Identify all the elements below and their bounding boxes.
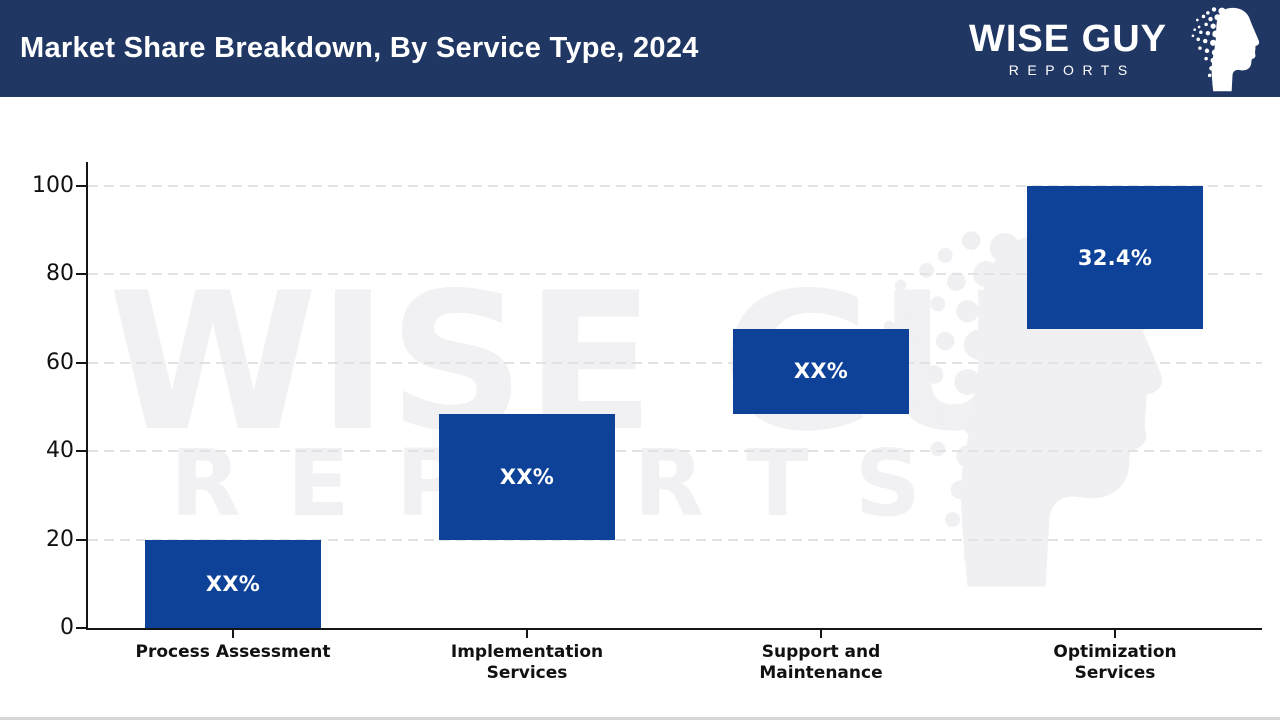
y-axis-tick-mark xyxy=(76,185,86,187)
bar-value-label: XX% xyxy=(499,464,555,489)
bar-value-label: XX% xyxy=(793,359,849,384)
bar-value-label: XX% xyxy=(205,571,261,596)
bar-value-label: 32.4% xyxy=(1077,245,1153,270)
y-axis-tick-mark xyxy=(76,273,86,276)
gridline xyxy=(88,185,1262,187)
y-axis-tick-label: 60 xyxy=(46,349,74,375)
brand-logo: WISE GUY REPORTS xyxy=(969,5,1268,93)
bar-4: 32.4% xyxy=(1027,186,1203,330)
y-axis-tick-label: 0 xyxy=(60,615,74,640)
page-title: Market Share Breakdown, By Service Type,… xyxy=(20,32,699,64)
bottom-border xyxy=(0,717,1280,720)
bar-3: XX% xyxy=(733,329,909,414)
y-axis-tick-label: 40 xyxy=(46,438,74,464)
y-axis-tick-mark xyxy=(76,450,86,453)
x-axis-category-label: Process Assessment xyxy=(135,642,331,662)
x-axis-category-label: Support and Maintenance xyxy=(759,642,883,684)
gridline xyxy=(88,450,1262,453)
header-bar: Market Share Breakdown, By Service Type,… xyxy=(0,0,1280,97)
x-axis-line xyxy=(86,628,1262,630)
x-axis-tick-mark xyxy=(1114,630,1116,638)
y-axis-tick-mark xyxy=(76,361,86,364)
bar-2: XX% xyxy=(439,413,615,540)
y-axis-tick-label: 80 xyxy=(46,261,74,287)
y-axis-line xyxy=(86,162,88,630)
x-axis-tick-mark xyxy=(820,630,822,638)
y-axis-tick-label: 100 xyxy=(32,173,74,198)
brand-logo-text: WISE GUY REPORTS xyxy=(969,20,1167,78)
x-axis-tick-mark xyxy=(232,630,234,638)
y-axis-tick-label: 20 xyxy=(46,526,74,552)
bar-1: XX% xyxy=(145,539,321,628)
wise-guy-face-icon xyxy=(1191,6,1260,91)
brand-name: WISE GUY xyxy=(968,17,1167,60)
gridline xyxy=(88,273,1262,276)
x-axis-category-label: Optimization Services xyxy=(1053,642,1177,684)
y-axis-tick-mark xyxy=(76,627,86,629)
y-axis-tick-mark xyxy=(76,538,86,541)
brand-subtitle: REPORTS xyxy=(1008,61,1136,78)
gridline xyxy=(88,538,1262,541)
x-axis-tick-mark xyxy=(526,630,528,638)
x-axis-category-label: Implementation Services xyxy=(450,642,604,684)
gridline xyxy=(88,361,1262,364)
